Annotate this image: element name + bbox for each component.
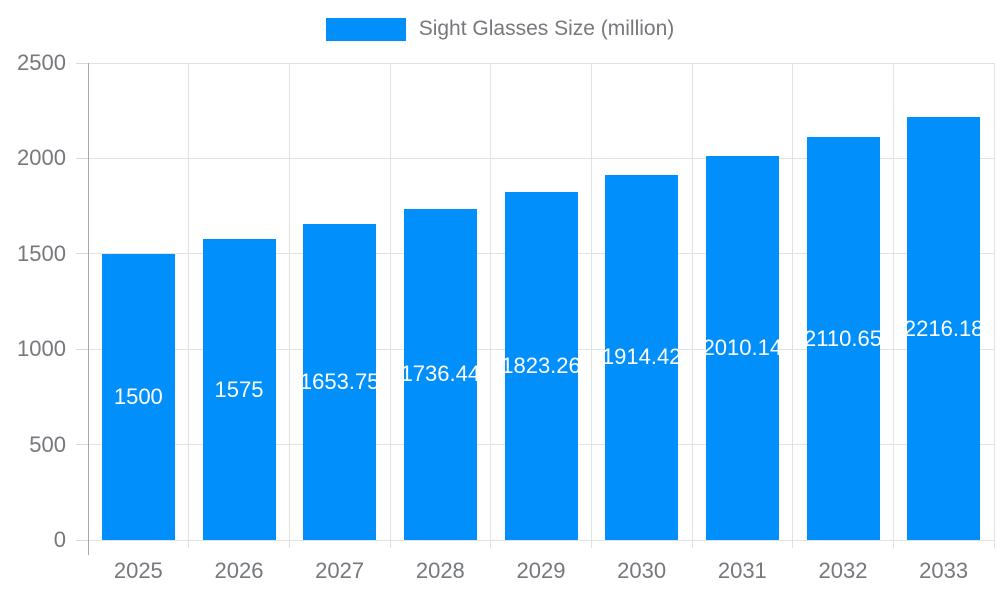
y-axis-label: 500 bbox=[29, 431, 66, 457]
x-axis-label-2025: 2025 bbox=[113, 558, 163, 583]
bar-value-label: 1914.42 bbox=[605, 344, 679, 370]
y-axis-tick bbox=[76, 444, 88, 446]
bar-value-label: 2010.14 bbox=[705, 335, 779, 361]
bar-value-label: 1653.75 bbox=[303, 369, 377, 395]
y-axis-label: 1000 bbox=[17, 336, 66, 362]
bar-2030[interactable]: 1914.42 bbox=[605, 174, 679, 540]
bar-2031[interactable]: 2010.14 bbox=[705, 156, 779, 540]
y-axis-tick bbox=[76, 157, 88, 159]
x-axis-label-2028: 2028 bbox=[415, 558, 465, 583]
bar-2033[interactable]: 2216.18 bbox=[907, 117, 981, 540]
bar-2025[interactable]: 1500 bbox=[101, 253, 175, 540]
x-gridline bbox=[490, 63, 492, 548]
x-gridline bbox=[590, 63, 592, 548]
x-axis-label-2032: 2032 bbox=[818, 558, 868, 583]
x-axis-label-2026: 2026 bbox=[214, 558, 264, 583]
x-gridline bbox=[389, 63, 391, 548]
bar-value-label: 2110.65 bbox=[806, 325, 880, 351]
x-axis-label-2030: 2030 bbox=[617, 558, 667, 583]
y-axis-tick bbox=[76, 253, 88, 255]
bar-2026[interactable]: 1575 bbox=[202, 239, 276, 540]
x-gridline bbox=[993, 63, 995, 548]
x-axis-label-2031: 2031 bbox=[717, 558, 767, 583]
y-axis-label: 1500 bbox=[17, 240, 66, 266]
y-gridline bbox=[88, 62, 994, 64]
bar-2029[interactable]: 1823.26 bbox=[504, 192, 578, 540]
x-gridline bbox=[691, 63, 693, 548]
y-axis-tick bbox=[76, 539, 88, 541]
x-gridline bbox=[792, 63, 794, 548]
x-axis-label-2027: 2027 bbox=[315, 558, 365, 583]
y-axis-tick bbox=[76, 348, 88, 350]
y-gridline bbox=[88, 539, 994, 541]
bar-2027[interactable]: 1653.75 bbox=[303, 224, 377, 540]
x-axis-label-2033: 2033 bbox=[919, 558, 969, 583]
x-gridline bbox=[188, 63, 190, 548]
bar-value-label: 1575 bbox=[214, 376, 264, 402]
y-axis-label: 2500 bbox=[17, 50, 66, 75]
bar-value-label: 1500 bbox=[113, 383, 163, 409]
x-axis-label-2029: 2029 bbox=[516, 558, 566, 583]
bar-value-label: 1736.44 bbox=[403, 361, 477, 387]
bar-value-label: 2216.18 bbox=[907, 315, 981, 341]
bar-value-label: 1823.26 bbox=[504, 353, 578, 379]
legend-label: Sight Glasses Size (million) bbox=[418, 17, 675, 40]
legend-item[interactable]: Sight Glasses Size (million) bbox=[0, 17, 1000, 41]
y-axis-tick bbox=[76, 62, 88, 64]
y-axis-border bbox=[88, 63, 89, 555]
y-axis-label: 0 bbox=[53, 527, 66, 552]
x-gridline bbox=[288, 63, 290, 548]
y-gridline bbox=[88, 157, 994, 159]
legend-marker-swatch bbox=[325, 17, 406, 41]
y-axis-label: 2000 bbox=[17, 145, 66, 171]
x-gridline bbox=[892, 63, 894, 548]
bar-2032[interactable]: 2110.65 bbox=[806, 137, 880, 540]
bar-2028[interactable]: 1736.44 bbox=[403, 208, 477, 540]
